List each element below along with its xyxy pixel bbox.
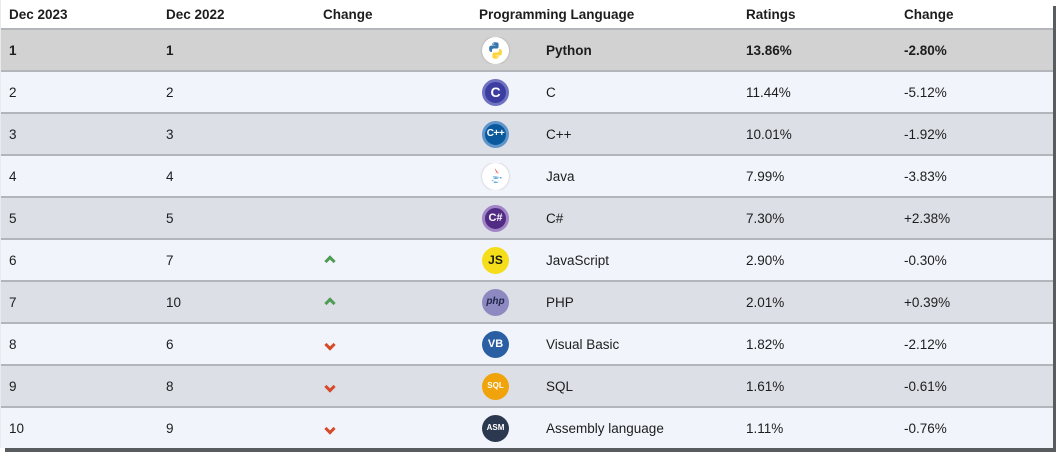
language-cell: php PHP: [471, 288, 738, 316]
rank-change-cell: [315, 294, 471, 310]
table-row-sql: 9 8 SQL SQL 1.61% -0.61%: [1, 364, 1053, 406]
ratings-cell: 1.61%: [746, 378, 785, 394]
rank-2022-cell: 6: [166, 336, 174, 352]
c-icon: C: [482, 78, 509, 106]
language-cell: Java: [471, 162, 738, 190]
python-icon: [482, 36, 509, 64]
rank-2022-cell: 9: [166, 420, 174, 436]
java-icon: [482, 162, 509, 190]
language-name: Python: [546, 42, 592, 58]
ratings-change-cell: +2.38%: [904, 210, 951, 226]
rank-2023-cell: 6: [9, 252, 17, 268]
rank-2022-cell: 10: [166, 294, 182, 310]
rank-2022-cell: 3: [166, 126, 174, 142]
rank-change-cell: [315, 379, 471, 394]
php-icon: php: [482, 288, 509, 316]
rank-up-icon: [324, 297, 336, 309]
cpp-icon: C++: [482, 120, 509, 148]
language-name: C#: [546, 210, 564, 226]
sql-icon: SQL: [482, 372, 509, 400]
table-row-python: 1 1 Python 13.86% -2.80%: [1, 28, 1053, 70]
rank-2023-cell: 7: [9, 294, 17, 310]
rank-change-cell: [315, 421, 471, 436]
table-row-visual-basic: 8 6 VB Visual Basic 1.82% -2.12%: [1, 322, 1053, 364]
ratings-cell: 10.01%: [746, 126, 792, 142]
rank-2023-cell: 4: [9, 168, 17, 184]
rank-down-icon: [324, 338, 336, 351]
language-cell: SQL SQL: [471, 372, 738, 400]
ratings-change-cell: -0.30%: [904, 252, 947, 268]
column-header-ratings: Ratings: [746, 6, 796, 22]
table-row-csharp: 5 5 C# C# 7.30% +2.38%: [1, 196, 1053, 238]
language-name: Java: [546, 168, 575, 184]
rank-down-icon: [324, 422, 336, 435]
ratings-cell: 7.30%: [746, 210, 785, 226]
ratings-change-cell: -0.61%: [904, 378, 947, 394]
language-cell: C C: [471, 78, 738, 106]
language-cell: C++ C++: [471, 120, 738, 148]
ratings-change-cell: -2.80%: [904, 42, 947, 58]
table-header-row: Dec 2023 Dec 2022 Change Programming Lan…: [1, 0, 1053, 28]
ratings-cell: 11.44%: [746, 84, 791, 100]
ratings-cell: 2.01%: [746, 294, 785, 310]
rank-2022-cell: 5: [166, 210, 174, 226]
ratings-change-cell: -2.12%: [904, 336, 947, 352]
ratings-change-cell: +0.39%: [904, 294, 951, 310]
table-row-c: 2 2 C C 11.44% -5.12%: [1, 70, 1053, 112]
ratings-change-cell: -0.76%: [904, 420, 947, 436]
rank-down-icon: [324, 380, 336, 393]
ratings-cell: 7.99%: [746, 168, 785, 184]
ratings-cell: 2.90%: [746, 252, 785, 268]
assembly-icon: ASM: [482, 414, 509, 442]
language-name: Visual Basic: [546, 336, 620, 352]
rank-2023-cell: 3: [9, 126, 17, 142]
column-header-programming-language: Programming Language: [479, 6, 635, 22]
ratings-cell: 13.86%: [746, 42, 792, 58]
javascript-icon: JS: [482, 246, 509, 274]
language-cell: JS JavaScript: [471, 246, 738, 274]
language-name: PHP: [546, 294, 574, 310]
language-cell: Python: [471, 36, 738, 64]
table-row-assembly: 10 9 ASM Assembly language 1.11% -0.76%: [1, 406, 1053, 448]
language-name: Assembly language: [546, 420, 664, 436]
ratings-change-cell: -3.83%: [904, 168, 947, 184]
rank-2023-cell: 5: [9, 210, 17, 226]
table-row-javascript: 6 7 JS JavaScript 2.90% -0.30%: [1, 238, 1053, 280]
ratings-cell: 1.82%: [746, 336, 785, 352]
rank-change-cell: [315, 252, 471, 268]
rank-2022-cell: 4: [166, 168, 174, 184]
rank-2023-cell: 1: [9, 42, 17, 58]
language-name: C++: [546, 126, 572, 142]
rank-2023-cell: 10: [9, 420, 25, 436]
rank-2023-cell: 9: [9, 378, 17, 394]
rank-2023-cell: 8: [9, 336, 17, 352]
rank-2022-cell: 2: [166, 84, 174, 100]
language-ranking-table: Dec 2023 Dec 2022 Change Programming Lan…: [0, 0, 1053, 448]
rank-up-icon: [324, 255, 336, 267]
language-cell: C# C#: [471, 204, 738, 232]
language-name: SQL: [546, 378, 574, 394]
ratings-cell: 1.11%: [746, 420, 784, 436]
table-row-java: 4 4 Java 7.99% -3.83%: [1, 154, 1053, 196]
column-header-ratings-change: Change: [904, 6, 954, 22]
visual-basic-icon: VB: [482, 330, 509, 358]
language-name: JavaScript: [546, 252, 610, 268]
table-row-php: 7 10 php PHP 2.01% +0.39%: [1, 280, 1053, 322]
column-header-rank-change: Change: [323, 6, 373, 22]
rank-2022-cell: 8: [166, 378, 174, 394]
ratings-change-cell: -5.12%: [904, 84, 947, 100]
ratings-change-cell: -1.92%: [904, 126, 947, 142]
rank-2022-cell: 1: [166, 42, 174, 58]
column-header-dec-2023: Dec 2023: [9, 6, 68, 22]
table-row-cpp: 3 3 C++ C++ 10.01% -1.92%: [1, 112, 1053, 154]
rank-change-cell: [315, 337, 471, 352]
csharp-icon: C#: [482, 204, 509, 232]
column-header-dec-2022: Dec 2022: [166, 6, 225, 22]
language-cell: ASM Assembly language: [471, 414, 738, 442]
rank-2022-cell: 7: [166, 252, 174, 268]
language-name: C: [546, 84, 556, 100]
language-cell: VB Visual Basic: [471, 330, 738, 358]
rank-2023-cell: 2: [9, 84, 17, 100]
